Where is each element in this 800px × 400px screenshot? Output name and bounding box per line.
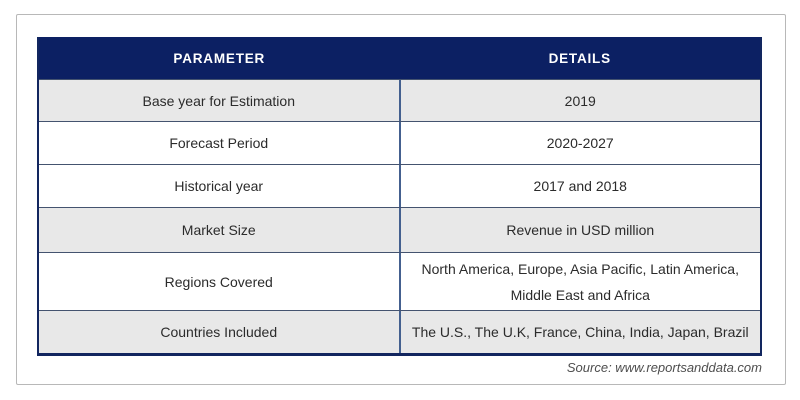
table-row: Forecast Period 2020-2027 (39, 121, 760, 164)
details-cell: Revenue in USD million (506, 222, 655, 238)
table-row: Base year for Estimation 2019 (39, 79, 760, 121)
details-cell: 2017 and 2018 (533, 178, 627, 194)
parameter-cell: Market Size (39, 208, 401, 252)
outer-frame (16, 14, 786, 385)
details-cell: 2019 (564, 92, 596, 109)
table-row: Countries Included The U.S., The U.K, Fr… (39, 310, 760, 353)
source-attribution: Source: www.reportsanddata.com (566, 360, 762, 375)
header-parameter: PARAMETER (173, 50, 266, 66)
parameter-cell: Base year for Estimation (39, 80, 401, 121)
details-cell: The U.S., The U.K, France, China, India,… (411, 324, 749, 340)
parameter-cell: Countries Included (39, 311, 401, 353)
table-row: Historical year 2017 and 2018 (39, 164, 760, 207)
table-row: Market Size Revenue in USD million (39, 207, 760, 252)
table-header-row: PARAMETER DETAILS (39, 37, 760, 79)
parameter-cell: Regions Covered (39, 253, 401, 310)
table-row: Regions Covered North America, Europe, A… (39, 252, 760, 310)
parameter-details-table: PARAMETER DETAILS Base year for Estimati… (37, 37, 762, 356)
header-details: DETAILS (548, 50, 611, 66)
details-cell: 2020-2027 (546, 135, 614, 151)
parameter-cell: Forecast Period (39, 122, 401, 164)
parameter-cell: Historical year (39, 165, 401, 207)
details-cell: North America, Europe, Asia Pacific, Lat… (421, 260, 739, 303)
